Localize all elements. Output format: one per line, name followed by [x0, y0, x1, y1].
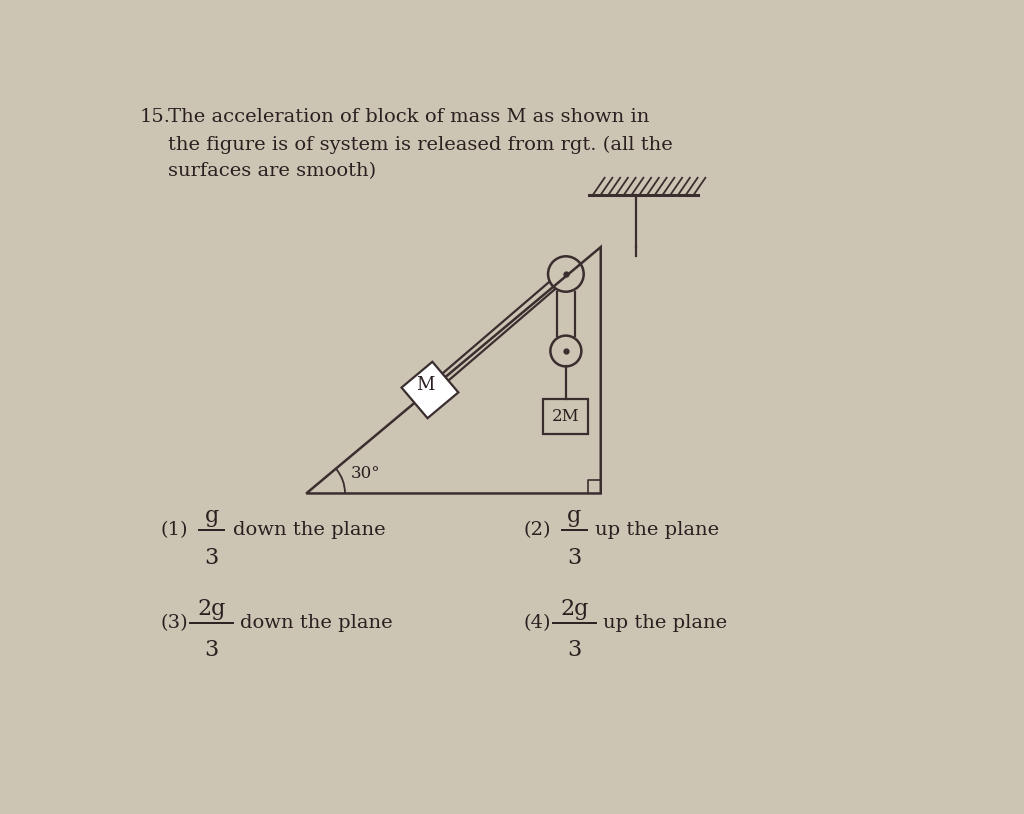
Text: down the plane: down the plane: [241, 614, 393, 632]
Text: up the plane: up the plane: [595, 522, 720, 540]
Text: (3): (3): [161, 614, 188, 632]
Text: (1): (1): [161, 522, 188, 540]
Text: 2g: 2g: [198, 597, 226, 619]
Polygon shape: [401, 361, 459, 418]
Text: 3: 3: [567, 639, 582, 661]
Text: 3: 3: [205, 546, 219, 569]
Bar: [544, 399, 589, 434]
Text: g: g: [567, 505, 582, 527]
Text: 2g: 2g: [560, 597, 589, 619]
Text: g: g: [205, 505, 219, 527]
Text: up the plane: up the plane: [603, 614, 727, 632]
Text: 2M: 2M: [552, 408, 580, 425]
Text: 15.: 15.: [139, 108, 171, 126]
Text: down the plane: down the plane: [232, 522, 385, 540]
Text: 3: 3: [567, 546, 582, 569]
Text: (4): (4): [523, 614, 551, 632]
Text: (2): (2): [523, 522, 551, 540]
Text: M: M: [416, 376, 434, 394]
Text: the figure is of system is released from rgt. (all the: the figure is of system is released from…: [168, 135, 673, 154]
Text: 3: 3: [205, 639, 219, 661]
Text: 30°: 30°: [351, 465, 381, 482]
Text: surfaces are smooth): surfaces are smooth): [168, 162, 377, 181]
Text: The acceleration of block of mass M as shown in: The acceleration of block of mass M as s…: [168, 108, 649, 126]
